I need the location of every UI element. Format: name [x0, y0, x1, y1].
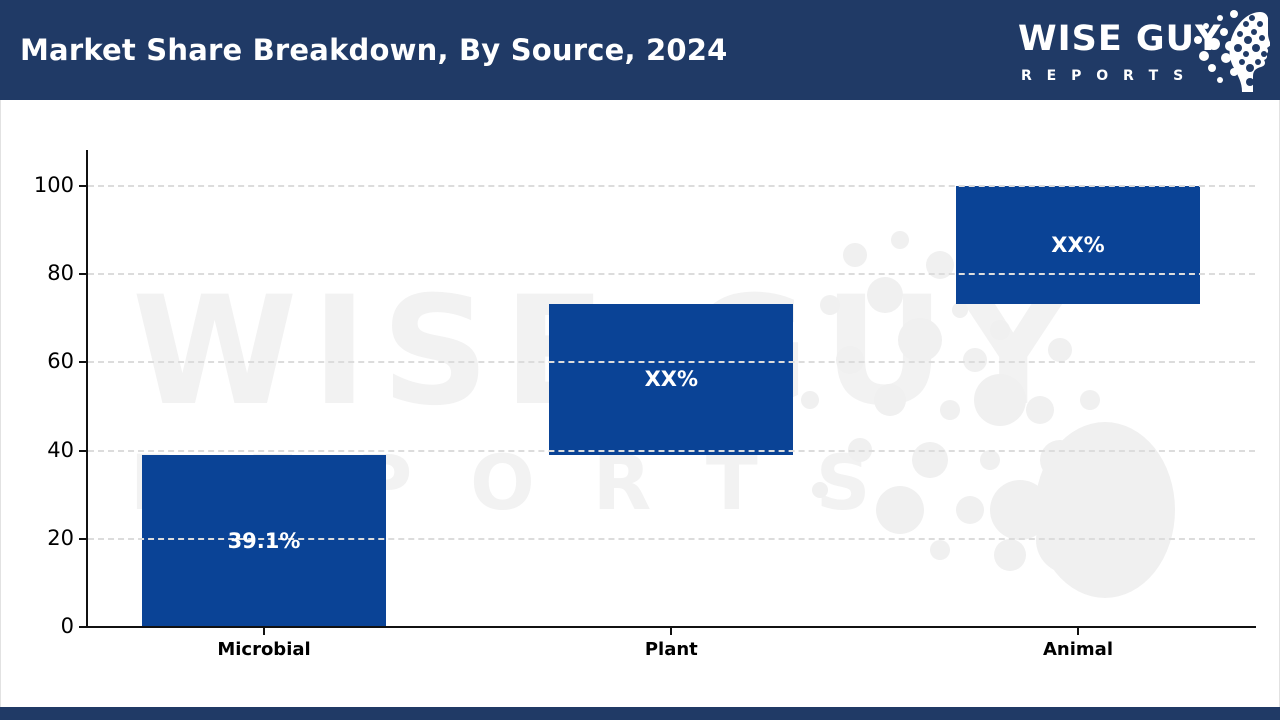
- y-tick: [79, 449, 86, 452]
- brand-logo: WISE GUY R E P O R T S: [1018, 10, 1270, 92]
- header: Market Share Breakdown, By Source, 2024 …: [0, 0, 1280, 100]
- gridline: [88, 273, 1255, 276]
- bar-label: XX%: [644, 367, 699, 392]
- gridline: [88, 185, 1255, 187]
- x-tick: [1077, 628, 1079, 635]
- x-tick-label: Plant: [644, 639, 698, 660]
- y-axis: [86, 150, 88, 627]
- y-tick-label: 80: [47, 261, 74, 286]
- bar-label: 39.1%: [227, 528, 301, 553]
- watermark-dots: [801, 231, 1175, 598]
- y-tick: [79, 185, 86, 187]
- y-tick: [79, 361, 86, 364]
- bar: [142, 454, 386, 627]
- bar: [549, 303, 794, 455]
- gridline: [88, 537, 1255, 540]
- y-tick: [79, 537, 86, 540]
- x-tick-label: Animal: [1043, 639, 1113, 660]
- x-axis: [86, 626, 1256, 628]
- gridline: [88, 449, 1255, 452]
- wiseguy-wordmark: WISE GUY: [1018, 19, 1221, 59]
- y-tick-label: 60: [47, 349, 74, 374]
- y-tick-label: 20: [47, 525, 74, 550]
- head-profile-icon: [1194, 10, 1270, 92]
- y-tick-label: 40: [47, 437, 74, 462]
- gridline: [88, 361, 1255, 364]
- y-tick: [79, 273, 86, 276]
- bar: [956, 186, 1200, 304]
- y-tick-label: 100: [33, 173, 74, 197]
- reports-wordmark: R E P O R T S: [1021, 68, 1188, 84]
- footer-bar: [0, 707, 1280, 720]
- x-tick-label: Microbial: [217, 639, 311, 660]
- chart-area: WISE GUY REPORTS 0 20 40 60 80 100 39.1% Microb…: [0, 100, 1280, 707]
- y-tick-label: 0: [60, 614, 74, 638]
- y-tick: [79, 626, 86, 628]
- page-title: Market Share Breakdown, By Source, 2024: [20, 33, 728, 67]
- x-tick: [263, 628, 265, 635]
- bar-label: XX%: [1051, 232, 1105, 257]
- x-tick: [670, 628, 673, 635]
